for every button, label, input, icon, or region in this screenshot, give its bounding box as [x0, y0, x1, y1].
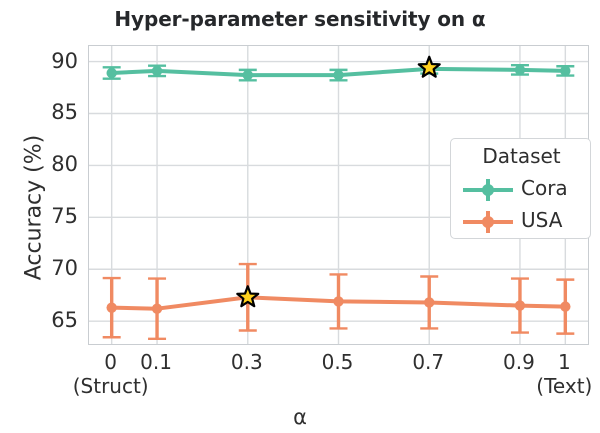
- data-point-cora: [242, 69, 253, 81]
- x-axis-label: α: [293, 405, 307, 429]
- legend-entry-usa[interactable]: USA: [451, 206, 592, 238]
- best-star-marker-cora: [417, 55, 441, 78]
- data-point-usa: [424, 297, 435, 308]
- chart-title: Hyper-parameter sensitivity on α: [114, 7, 486, 31]
- legend-marker-cora: [463, 179, 513, 201]
- data-point-usa: [333, 296, 344, 307]
- x-tick-label: 0: [104, 350, 118, 374]
- y-tick-label: 90: [51, 48, 78, 73]
- x-tick-sublabel: (Text): [536, 374, 593, 398]
- legend-box: Dataset Cora USA: [450, 138, 591, 239]
- legend-entry-cora[interactable]: Cora: [451, 174, 592, 206]
- data-point-cora: [151, 65, 163, 77]
- data-point-cora: [106, 67, 117, 79]
- x-tick-sublabel: (Struct): [72, 374, 149, 398]
- data-point-cora: [333, 69, 344, 81]
- chart-canvas: [89, 46, 588, 344]
- data-point-cora: [514, 64, 526, 76]
- data-point-cora: [560, 65, 571, 77]
- best-star-marker-usa: [236, 285, 260, 308]
- best-marker-layer: [236, 55, 441, 308]
- data-point-usa: [560, 301, 571, 312]
- legend-marker-usa: [463, 211, 513, 233]
- x-tick-label: 1: [557, 350, 571, 374]
- x-tick-label: 0.1: [140, 350, 172, 374]
- legend-label-usa: USA: [521, 208, 563, 232]
- data-point-usa: [514, 300, 526, 311]
- x-tick-label: 0.9: [503, 350, 535, 374]
- x-tick-label: 0.3: [230, 350, 263, 374]
- legend-title: Dataset: [482, 144, 561, 168]
- y-axis-label: Accuracy (%): [21, 134, 47, 281]
- data-point-usa: [106, 302, 117, 313]
- data-point-usa: [151, 303, 163, 314]
- legend-label-cora: Cora: [521, 176, 568, 200]
- series-layer: [102, 62, 575, 341]
- x-tick-label: 0.7: [412, 350, 445, 374]
- x-tick-label: 0.5: [321, 350, 354, 374]
